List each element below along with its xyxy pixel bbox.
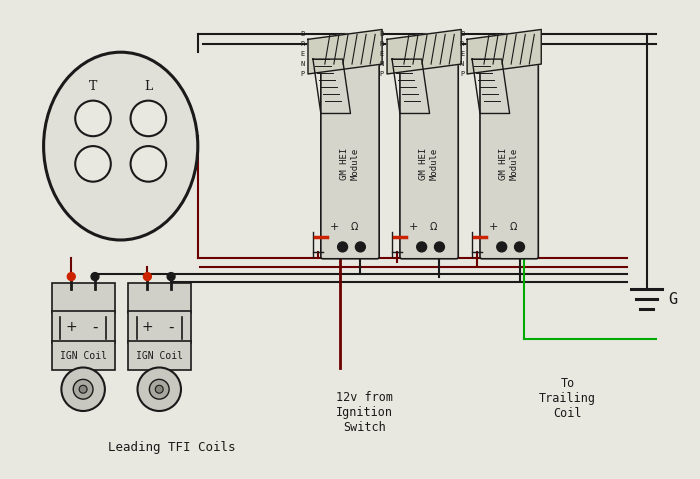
Text: +: + <box>330 222 340 232</box>
Circle shape <box>131 101 166 136</box>
Circle shape <box>497 242 507 252</box>
Text: N: N <box>380 61 384 67</box>
Circle shape <box>67 273 75 281</box>
Text: R: R <box>301 41 305 47</box>
Polygon shape <box>308 30 382 74</box>
Polygon shape <box>467 30 541 74</box>
Text: GM HEI
Module: GM HEI Module <box>340 148 360 181</box>
Circle shape <box>75 101 111 136</box>
Polygon shape <box>387 30 461 74</box>
Text: +: + <box>409 222 419 232</box>
Text: G: G <box>668 292 678 307</box>
Circle shape <box>131 146 166 182</box>
Circle shape <box>62 367 105 411</box>
Text: P: P <box>460 71 464 77</box>
Circle shape <box>74 379 93 399</box>
Text: +: + <box>489 222 498 232</box>
Text: E: E <box>380 51 384 57</box>
Text: R: R <box>460 41 464 47</box>
Text: N: N <box>460 61 464 67</box>
Text: Leading TFI Coils: Leading TFI Coils <box>108 441 236 454</box>
Ellipse shape <box>43 52 198 240</box>
Text: E: E <box>460 51 464 57</box>
FancyBboxPatch shape <box>52 311 115 343</box>
Text: E: E <box>301 51 305 57</box>
Text: Ω: Ω <box>351 222 358 232</box>
Text: -: - <box>168 319 174 334</box>
Circle shape <box>79 385 87 393</box>
Text: 12v from
Ignition
Switch: 12v from Ignition Switch <box>336 391 393 434</box>
Circle shape <box>149 379 169 399</box>
FancyBboxPatch shape <box>321 62 379 259</box>
Text: Ω: Ω <box>430 222 438 232</box>
Text: P: P <box>301 71 305 77</box>
Text: IGN Coil: IGN Coil <box>60 351 106 361</box>
Text: L: L <box>144 80 153 93</box>
FancyBboxPatch shape <box>480 62 538 259</box>
Text: Ω: Ω <box>510 222 517 232</box>
FancyBboxPatch shape <box>127 284 191 313</box>
Text: B: B <box>380 32 384 37</box>
Text: GM HEI
Module: GM HEI Module <box>419 148 439 181</box>
Circle shape <box>435 242 444 252</box>
FancyBboxPatch shape <box>52 284 115 313</box>
Circle shape <box>514 242 524 252</box>
Text: N: N <box>301 61 305 67</box>
FancyBboxPatch shape <box>52 341 115 370</box>
Text: B: B <box>301 32 305 37</box>
Circle shape <box>416 242 426 252</box>
Circle shape <box>155 385 163 393</box>
Text: +: + <box>66 320 77 334</box>
Text: B: B <box>460 32 464 37</box>
Circle shape <box>91 273 99 281</box>
Circle shape <box>356 242 365 252</box>
Text: To
Trailing
Coil: To Trailing Coil <box>539 376 596 420</box>
FancyBboxPatch shape <box>127 311 191 343</box>
Circle shape <box>144 273 151 281</box>
Circle shape <box>167 273 175 281</box>
Circle shape <box>75 146 111 182</box>
Text: T: T <box>89 80 97 93</box>
Circle shape <box>137 367 181 411</box>
Circle shape <box>337 242 347 252</box>
Text: -: - <box>92 319 98 334</box>
FancyBboxPatch shape <box>127 341 191 370</box>
Text: IGN Coil: IGN Coil <box>136 351 183 361</box>
Text: +: + <box>141 320 153 334</box>
Text: GM HEI
Module: GM HEI Module <box>499 148 519 181</box>
FancyBboxPatch shape <box>400 62 459 259</box>
Text: R: R <box>380 41 384 47</box>
Text: P: P <box>380 71 384 77</box>
